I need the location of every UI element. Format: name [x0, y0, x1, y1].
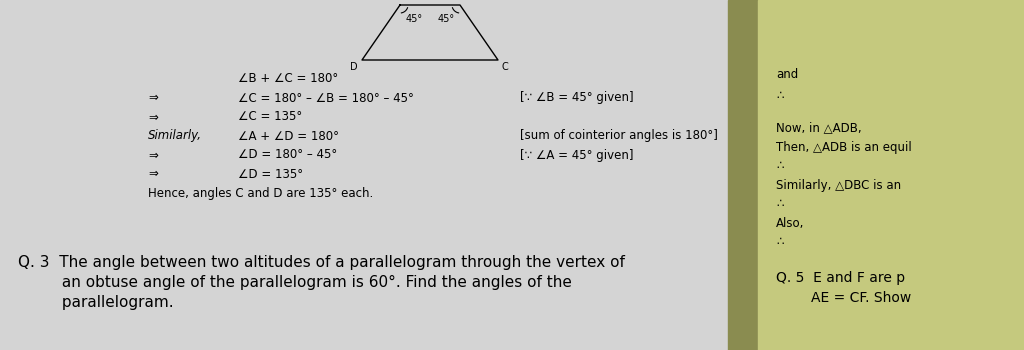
Text: and: and [776, 69, 799, 82]
Text: A: A [396, 0, 403, 2]
Text: ∠D = 180° – 45°: ∠D = 180° – 45° [238, 148, 337, 161]
Text: ⇒: ⇒ [148, 148, 158, 161]
Text: ∠C = 135°: ∠C = 135° [238, 111, 302, 124]
Text: Then, △ADB is an equil: Then, △ADB is an equil [776, 140, 911, 154]
Text: C: C [502, 62, 509, 72]
Text: [sum of cointerior angles is 180°]: [sum of cointerior angles is 180°] [520, 130, 718, 142]
Text: AE = CF. Show: AE = CF. Show [776, 291, 911, 305]
Text: Similarly,: Similarly, [148, 130, 202, 142]
Text: ⇒: ⇒ [148, 168, 158, 181]
Text: ∴: ∴ [776, 160, 783, 173]
Text: B: B [457, 0, 464, 2]
Text: ∠D = 135°: ∠D = 135° [238, 168, 303, 181]
Text: parallelogram.: parallelogram. [18, 294, 174, 309]
Text: ∠A + ∠D = 180°: ∠A + ∠D = 180° [238, 130, 339, 142]
Text: ∴: ∴ [776, 197, 783, 210]
Text: Now, in △ADB,: Now, in △ADB, [776, 121, 861, 134]
Text: Also,: Also, [776, 217, 805, 230]
Text: Q. 5  E and F are p: Q. 5 E and F are p [776, 271, 905, 285]
Text: D: D [350, 62, 358, 72]
Text: 45°: 45° [437, 14, 455, 24]
Text: ∴: ∴ [776, 236, 783, 248]
Text: Hence, angles C and D are 135° each.: Hence, angles C and D are 135° each. [148, 187, 374, 199]
Bar [728, 0, 758, 350]
Bar [0, 0, 728, 350]
Text: an obtuse angle of the parallelogram is 60°. Find the angles of the: an obtuse angle of the parallelogram is … [18, 274, 571, 289]
Text: ⇒: ⇒ [148, 111, 158, 124]
Text: [∵ ∠B = 45° given]: [∵ ∠B = 45° given] [520, 91, 634, 105]
Text: ∴: ∴ [776, 89, 783, 101]
Text: [∵ ∠A = 45° given]: [∵ ∠A = 45° given] [520, 148, 634, 161]
Text: ⇒: ⇒ [148, 91, 158, 105]
Text: ∠C = 180° – ∠B = 180° – 45°: ∠C = 180° – ∠B = 180° – 45° [238, 91, 414, 105]
Bar [758, 0, 1024, 350]
Text: ∠B + ∠C = 180°: ∠B + ∠C = 180° [238, 72, 338, 85]
Text: 45°: 45° [406, 14, 423, 24]
Text: Similarly, △DBC is an: Similarly, △DBC is an [776, 178, 901, 191]
Text: Q. 3  The angle between two altitudes of a parallelogram through the vertex of: Q. 3 The angle between two altitudes of … [18, 254, 625, 270]
